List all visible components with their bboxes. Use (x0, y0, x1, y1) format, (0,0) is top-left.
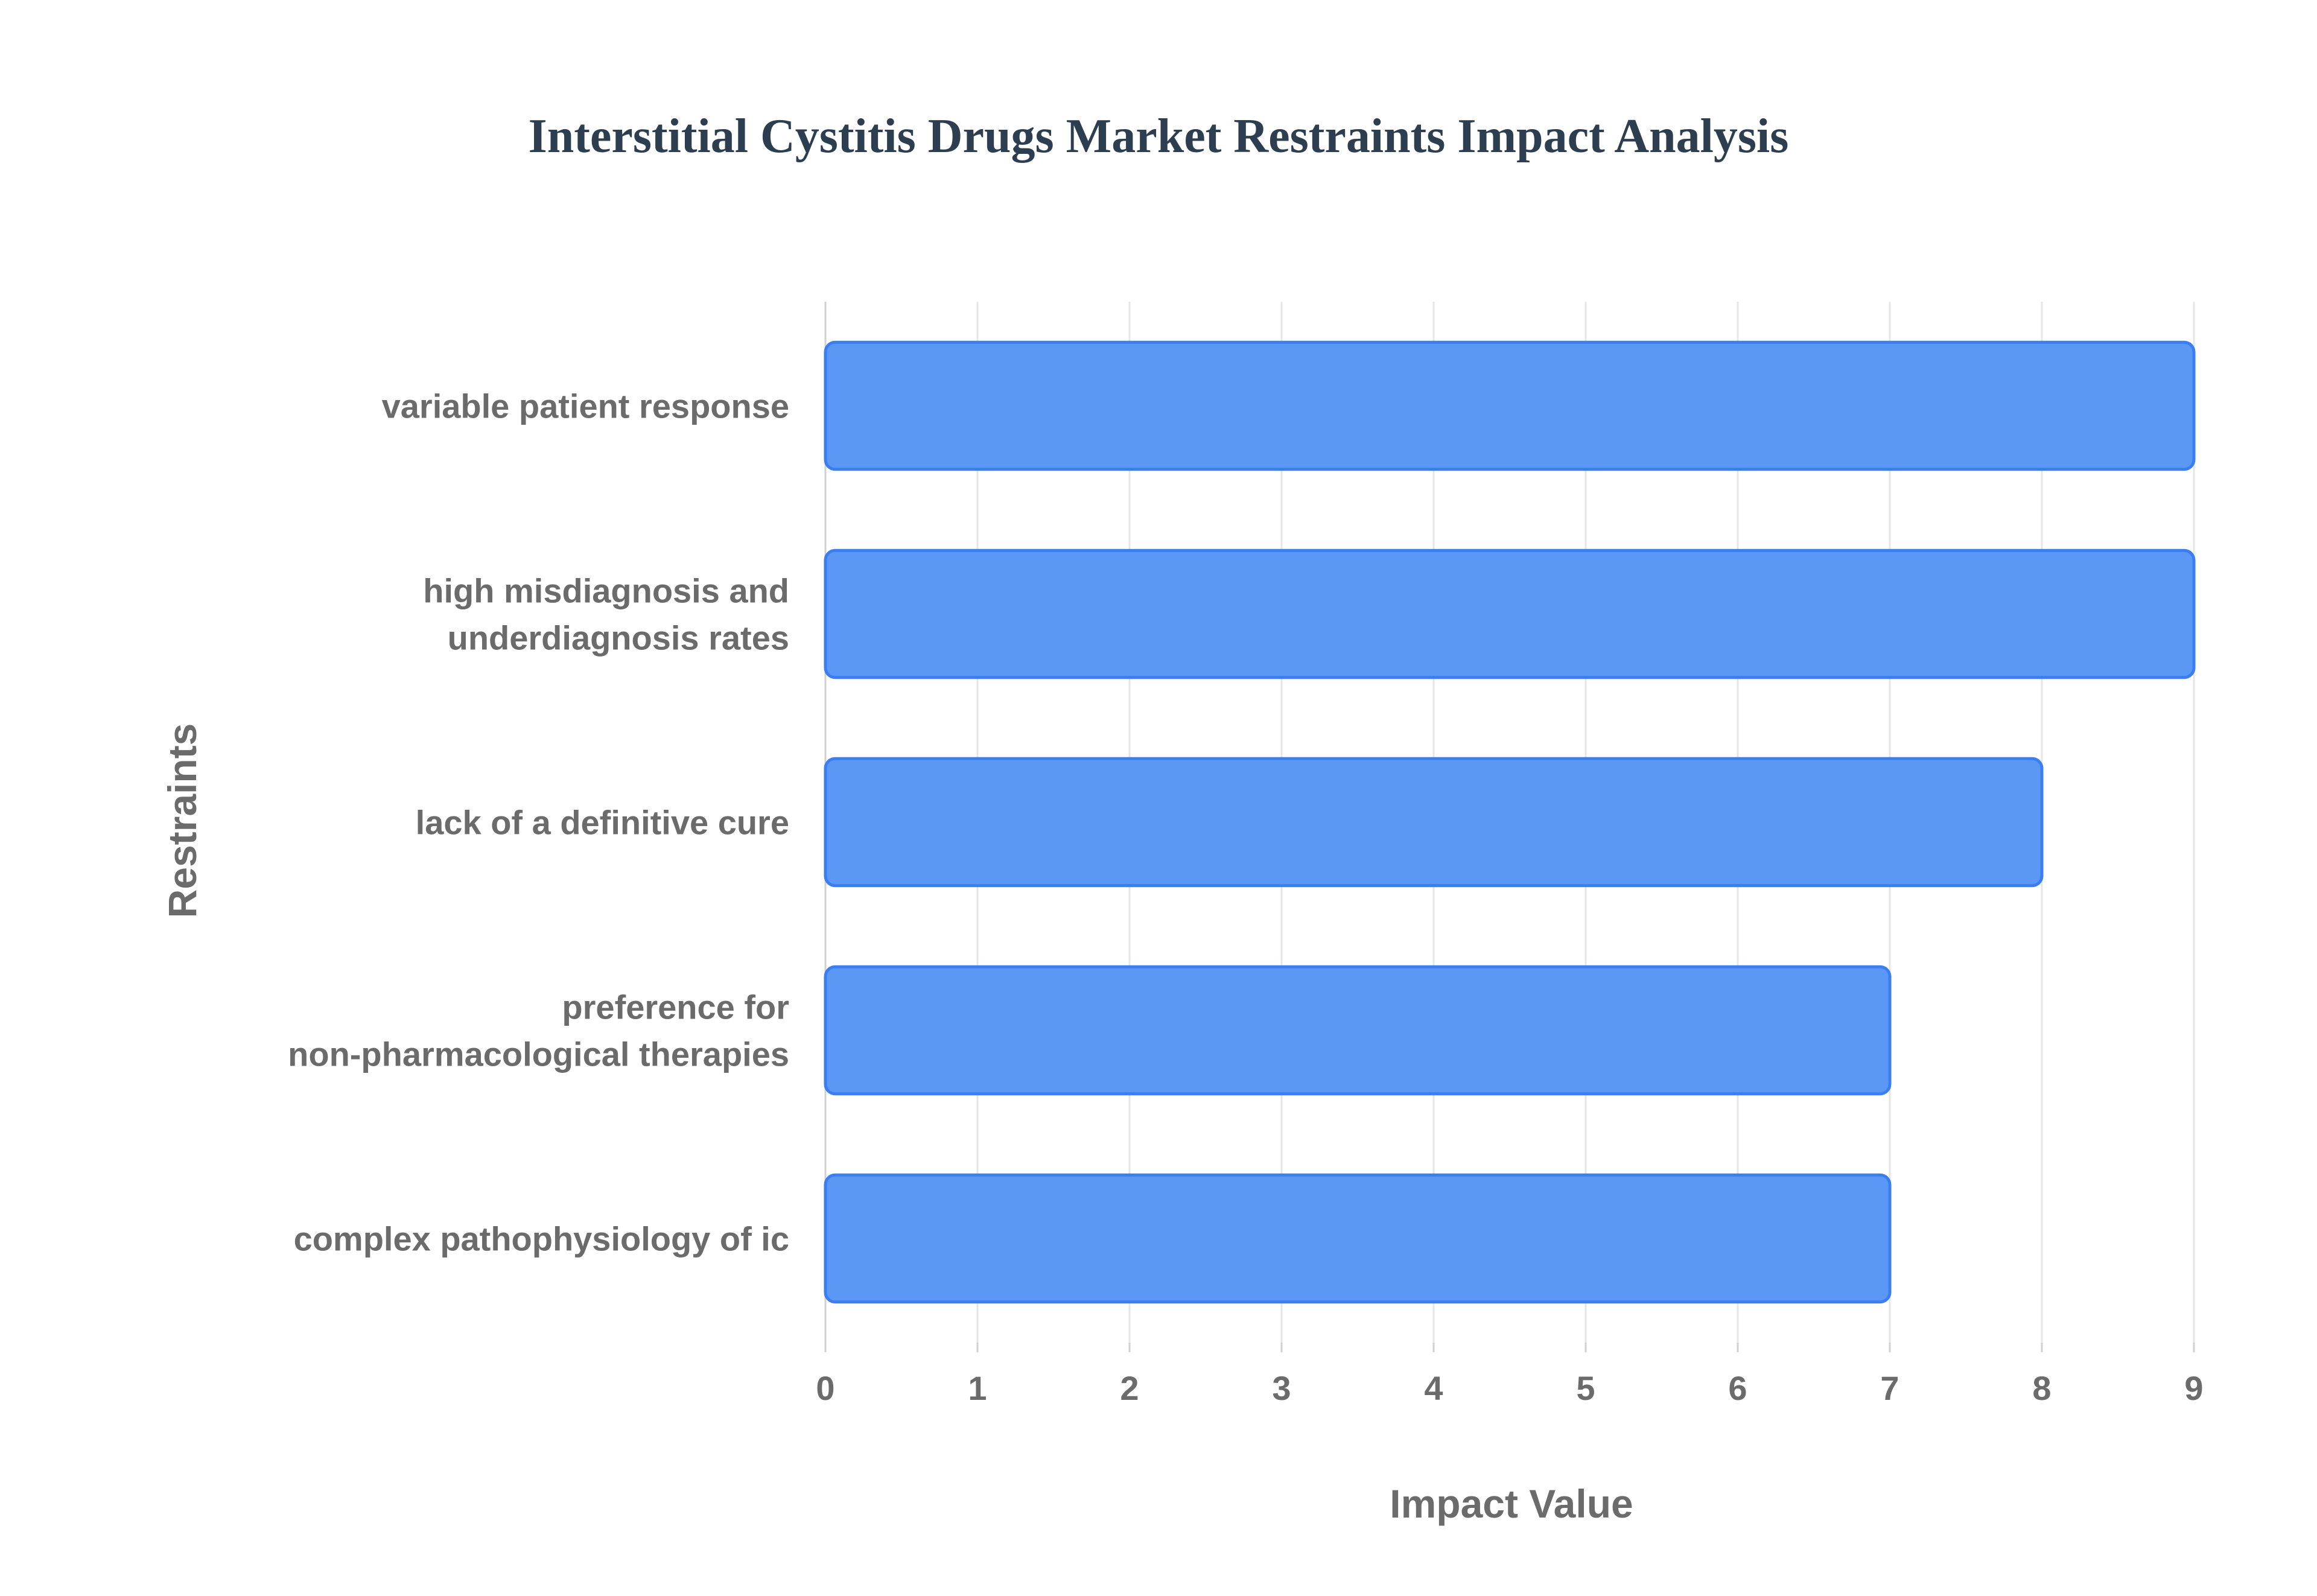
x-tick-label: 4 (1424, 1369, 1443, 1407)
bar[interactable] (824, 965, 1892, 1096)
category-label-line: complex pathophysiology of ic (294, 1220, 789, 1258)
category-label-line: high misdiagnosis and (423, 572, 789, 610)
x-axis-ticks: 0 1 2 3 4 5 6 7 8 9 (816, 1343, 2204, 1407)
x-tick-label: 9 (2184, 1369, 2203, 1407)
x-axis-title: Impact Value (1390, 1481, 1633, 1526)
x-tick-label: 6 (1728, 1369, 1747, 1407)
bar[interactable] (824, 757, 2044, 888)
bars (824, 340, 2196, 1304)
category-label: variable patient response (382, 387, 789, 425)
category-label-line: variable patient response (382, 387, 789, 425)
x-tick-label: 7 (1880, 1369, 1899, 1407)
category-label: preference for non-pharmacological therap… (288, 988, 789, 1073)
x-tick-label: 8 (2032, 1369, 2051, 1407)
bar[interactable] (824, 548, 2196, 679)
bar[interactable] (824, 340, 2196, 471)
y-axis-title: Restraints (160, 723, 205, 918)
category-labels: variable patient response high misdiagnos… (288, 387, 789, 1258)
category-label: lack of a definitive cure (416, 804, 789, 842)
bar[interactable] (824, 1173, 1892, 1304)
category-label-line: lack of a definitive cure (416, 804, 789, 842)
x-tick-label: 0 (816, 1369, 834, 1407)
x-tick-label: 1 (968, 1369, 987, 1407)
category-label-line: preference for (562, 988, 789, 1026)
category-label-line: underdiagnosis rates (448, 619, 789, 657)
x-tick-label: 2 (1120, 1369, 1139, 1407)
x-tick-label: 3 (1272, 1369, 1291, 1407)
category-label: high misdiagnosis and underdiagnosis rate… (423, 572, 789, 657)
category-label-line: non-pharmacological therapies (288, 1035, 789, 1073)
x-tick-label: 5 (1576, 1369, 1595, 1407)
chart-title: Interstitial Cystitis Drugs Market Restr… (529, 110, 1789, 163)
category-label: complex pathophysiology of ic (294, 1220, 789, 1258)
